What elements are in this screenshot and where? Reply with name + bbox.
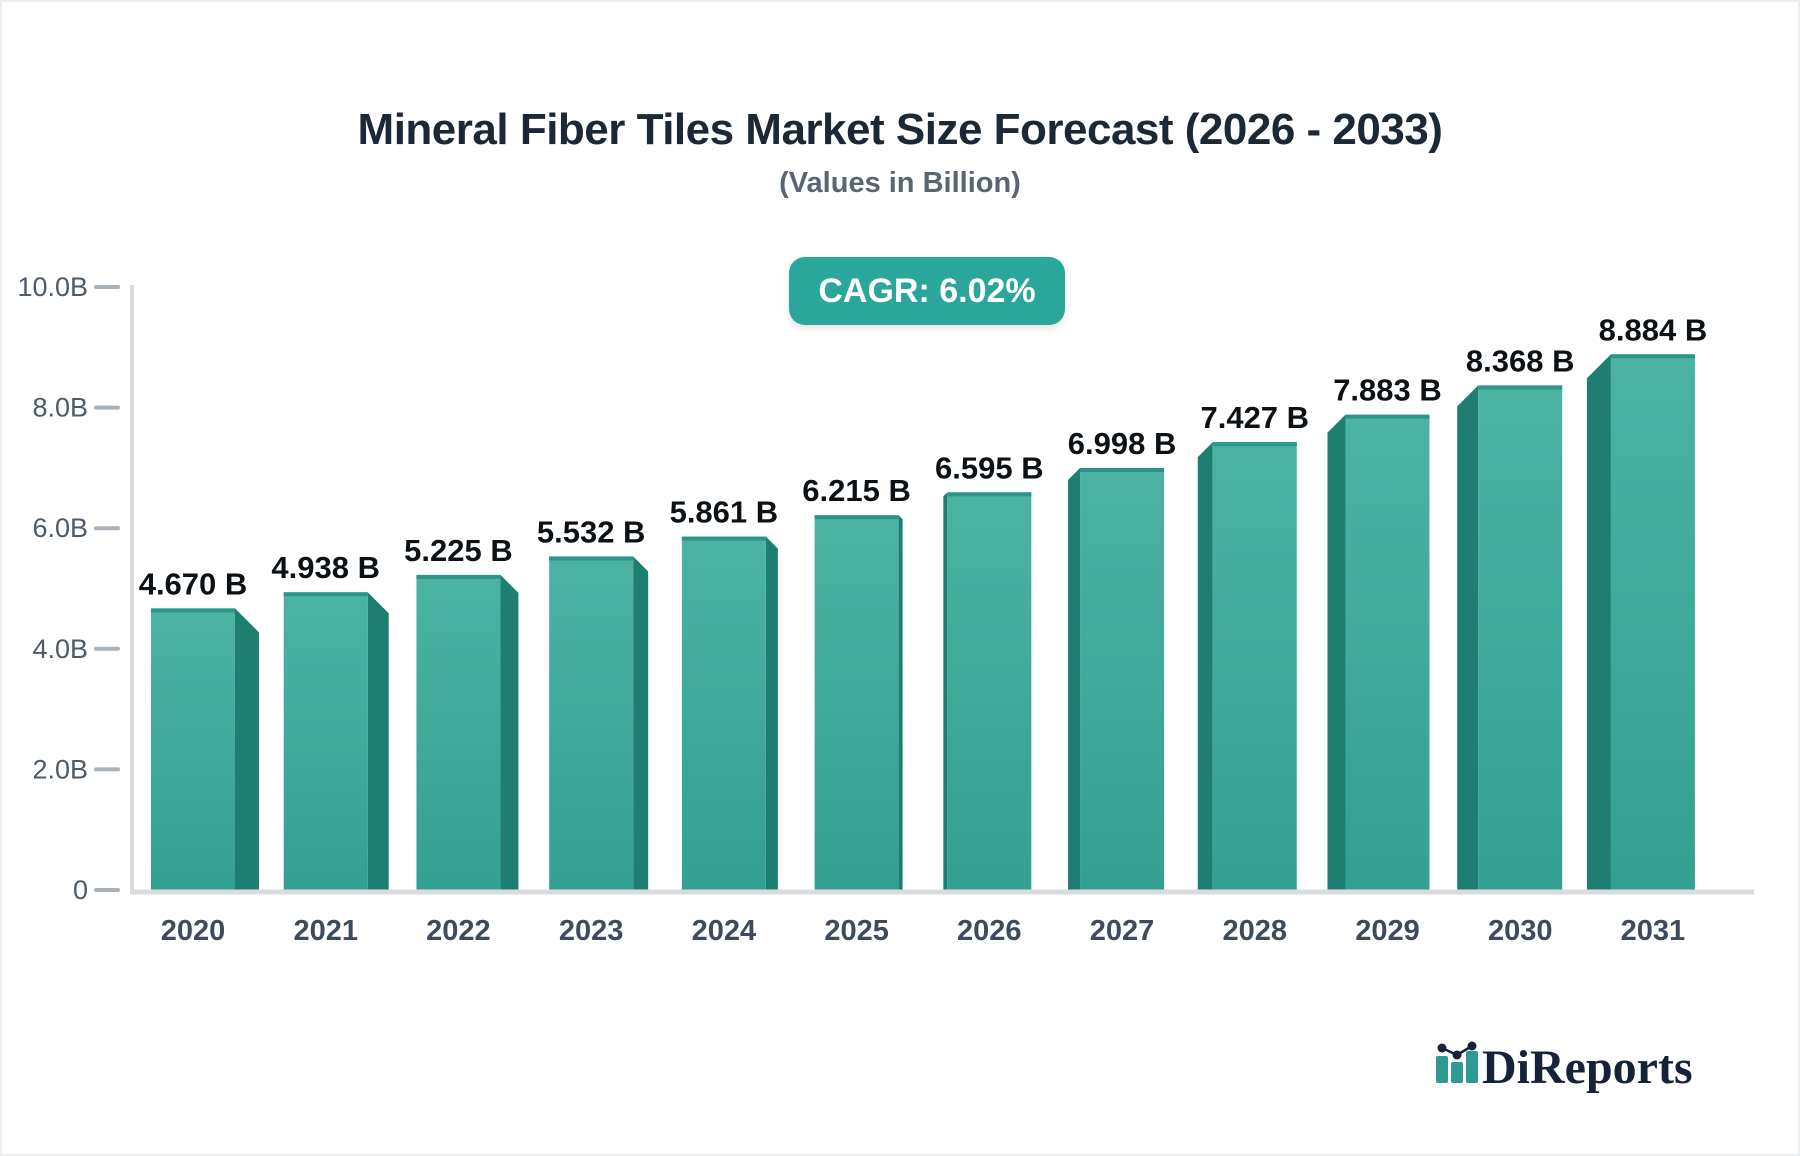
bar-group-2029 (1327, 414, 1430, 890)
bar-value-label: 6.215 B (802, 473, 911, 508)
bar-top-edge (1478, 385, 1563, 390)
x-axis-label: 2023 (559, 915, 624, 947)
bar-side-face (765, 536, 778, 890)
bar-front-face (681, 536, 766, 890)
bar-top-edge (283, 592, 368, 597)
bar-group-2021 (283, 592, 389, 890)
bar-side-face (367, 592, 389, 890)
bar-value-label: 5.225 B (404, 533, 513, 568)
bar-group-2025 (814, 515, 903, 890)
bar-top-edge (1610, 354, 1695, 359)
logo-bar (1466, 1051, 1478, 1083)
bar-top-edge (1212, 442, 1297, 447)
bar-top-edge (1080, 468, 1165, 473)
logo-dot (1437, 1043, 1447, 1053)
y-tick-label: 8.0B (32, 393, 88, 423)
bar-group-2023 (549, 556, 649, 890)
labels-layer: 4.670 B 2020 4.938 B 2021 5.225 B 2022 5.532 B… (130, 312, 1754, 947)
bar-group-2024 (681, 536, 778, 890)
bar-front-face (549, 556, 634, 890)
bar-front-face (1212, 442, 1297, 890)
bar-value-label: 6.595 B (935, 450, 1044, 485)
chart-title: Mineral Fiber Tiles Market Size Forecast… (357, 105, 1443, 154)
x-axis-label: 2031 (1621, 915, 1686, 947)
bar-value-label: 8.368 B (1466, 343, 1575, 378)
x-axis-label: 2024 (692, 915, 757, 947)
bar-side-face (1068, 468, 1081, 890)
axis-layer: 10.0B 8.0B 6.0B 4.0B 2.0B 0 (17, 272, 134, 905)
x-axis-label: 2028 (1223, 915, 1288, 947)
bar-front-face (151, 608, 235, 890)
bar-front-face (1080, 468, 1165, 890)
bar-top-edge (681, 536, 766, 541)
bar-front-face (416, 574, 501, 890)
bar-front-face (1478, 385, 1563, 890)
bar-top-edge (549, 556, 634, 561)
y-tick-label: 2.0B (32, 754, 88, 784)
bar-group-2031 (1586, 354, 1695, 890)
bar-group-2028 (1197, 442, 1297, 890)
logo-bar (1436, 1056, 1448, 1083)
bar-front-face (283, 592, 368, 890)
bar-value-label: 5.861 B (670, 495, 779, 530)
bars-layer (151, 354, 1695, 890)
x-axis-label: 2029 (1355, 915, 1420, 947)
x-axis-label: 2020 (161, 915, 226, 947)
y-tick-label: 10.0B (17, 272, 88, 302)
bar-top-edge (416, 574, 501, 579)
x-axis-label: 2030 (1488, 915, 1553, 947)
bar-value-label: 7.883 B (1333, 373, 1442, 408)
bar-group-2030 (1457, 385, 1563, 890)
bar-front-face (814, 515, 899, 890)
bar-side-face (500, 574, 519, 890)
bar-side-face (1197, 442, 1213, 890)
bar-value-label: 4.670 B (139, 566, 248, 601)
bar-value-label: 8.884 B (1599, 312, 1708, 347)
logo-dot (1452, 1050, 1462, 1060)
bar-side-face (898, 515, 903, 890)
y-tick-label: 0 (73, 875, 88, 905)
bar-group-2027 (1068, 468, 1165, 890)
bar-side-face (1327, 414, 1346, 890)
bar-side-face (943, 492, 948, 890)
bar-side-face (1457, 385, 1479, 890)
bar-top-edge (814, 515, 899, 520)
bar-front-face (1345, 414, 1430, 890)
mini-bar-line-chart-icon (1436, 1041, 1478, 1083)
bar-side-face (1586, 354, 1611, 890)
x-axis-label: 2027 (1090, 915, 1155, 947)
y-tick-label: 6.0B (32, 513, 88, 543)
bar-side-face (235, 608, 259, 890)
bar-group-2022 (416, 574, 519, 890)
logo-bar (1451, 1062, 1463, 1083)
bar-value-label: 5.532 B (537, 514, 646, 549)
bar-group-2026 (943, 492, 1032, 890)
y-tick-label: 4.0B (32, 634, 88, 664)
bar-top-edge (151, 608, 235, 613)
bar-group-2020 (151, 608, 259, 890)
x-axis-label: 2026 (957, 915, 1022, 947)
bar-value-label: 6.998 B (1068, 426, 1177, 461)
bar-front-face (1610, 354, 1695, 890)
bar-top-edge (1345, 414, 1430, 419)
bar-side-face (633, 556, 649, 890)
bar-value-label: 7.427 B (1200, 400, 1309, 435)
x-axis-label: 2022 (426, 915, 491, 947)
bar-value-label: 4.938 B (271, 550, 380, 585)
brand-logo-text: DiReports (1482, 1041, 1693, 1094)
cagr-badge: CAGR: 6.02% (789, 257, 1065, 325)
x-axis-label: 2025 (824, 915, 889, 947)
x-axis-label: 2021 (293, 915, 358, 947)
bar-front-face (947, 492, 1032, 890)
brand-logo: DiReports (1432, 1040, 1693, 1092)
chart-subtitle: (Values in Billion) (779, 167, 1021, 199)
bar-top-edge (947, 492, 1032, 497)
logo-dot (1467, 1041, 1477, 1051)
